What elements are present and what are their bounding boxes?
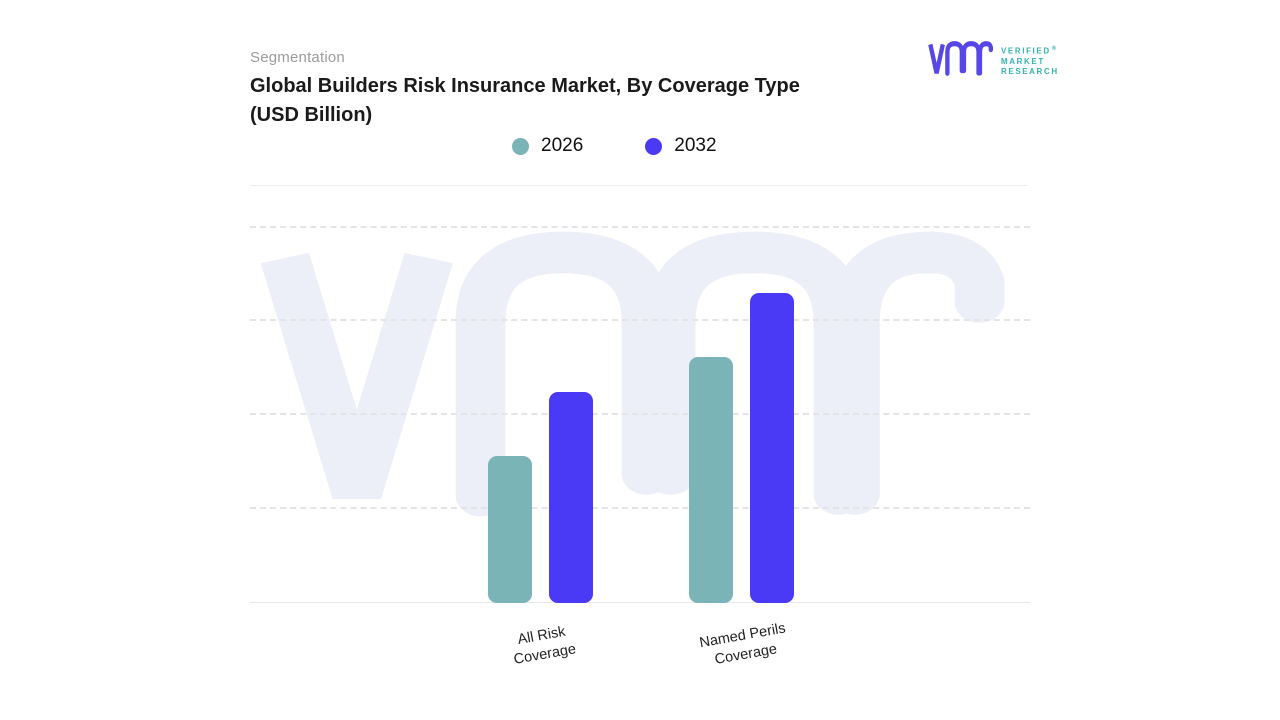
header-divider [250, 185, 1028, 186]
bar-chart-plot-area: All Risk Coverage Named Perils Coverage [250, 190, 1030, 668]
registered-mark: ® [1051, 46, 1058, 52]
legend-label-2032: 2032 [674, 135, 717, 156]
bar-all-risk-coverage-2026 [487, 456, 532, 603]
logo-line-market: MARKET [1001, 56, 1045, 66]
vmr-logo-text: VERIFIED® MARKET RESEARCH [1001, 44, 1059, 77]
gridline [250, 413, 1030, 416]
bar-named-perils-coverage-2026 [688, 357, 733, 603]
vmr-watermark-icon [260, 231, 1005, 517]
bar-all-risk-coverage-2032 [548, 392, 593, 603]
logo-line-research: RESEARCH [1001, 66, 1059, 76]
legend-swatch-2026 [512, 137, 529, 155]
legend-item-2032: 2032 [645, 135, 717, 157]
category-label-all-risk-coverage: All Risk Coverage [512, 623, 578, 668]
vmr-logo: VERIFIED® MARKET RESEARCH [928, 40, 1059, 78]
bar-named-perils-coverage-2032 [749, 293, 794, 603]
eyebrow-label: Segmentation [250, 49, 345, 66]
category-label-named-perils-coverage: Named Perils Coverage [698, 620, 787, 668]
chart-title: Global Builders Risk Insurance Market, B… [250, 75, 800, 126]
legend-swatch-2032 [645, 137, 663, 155]
x-axis-line [250, 602, 1030, 603]
legend-item-2026: 2026 [512, 135, 583, 157]
gridline [250, 507, 1030, 510]
vmr-logo-icon [928, 41, 993, 76]
logo-line-verified: VERIFIED® [1001, 46, 1058, 56]
gridline [250, 225, 1030, 228]
chart-legend: 2026 2032 [512, 135, 717, 157]
legend-label-2026: 2026 [541, 135, 584, 156]
gridline [250, 319, 1030, 322]
